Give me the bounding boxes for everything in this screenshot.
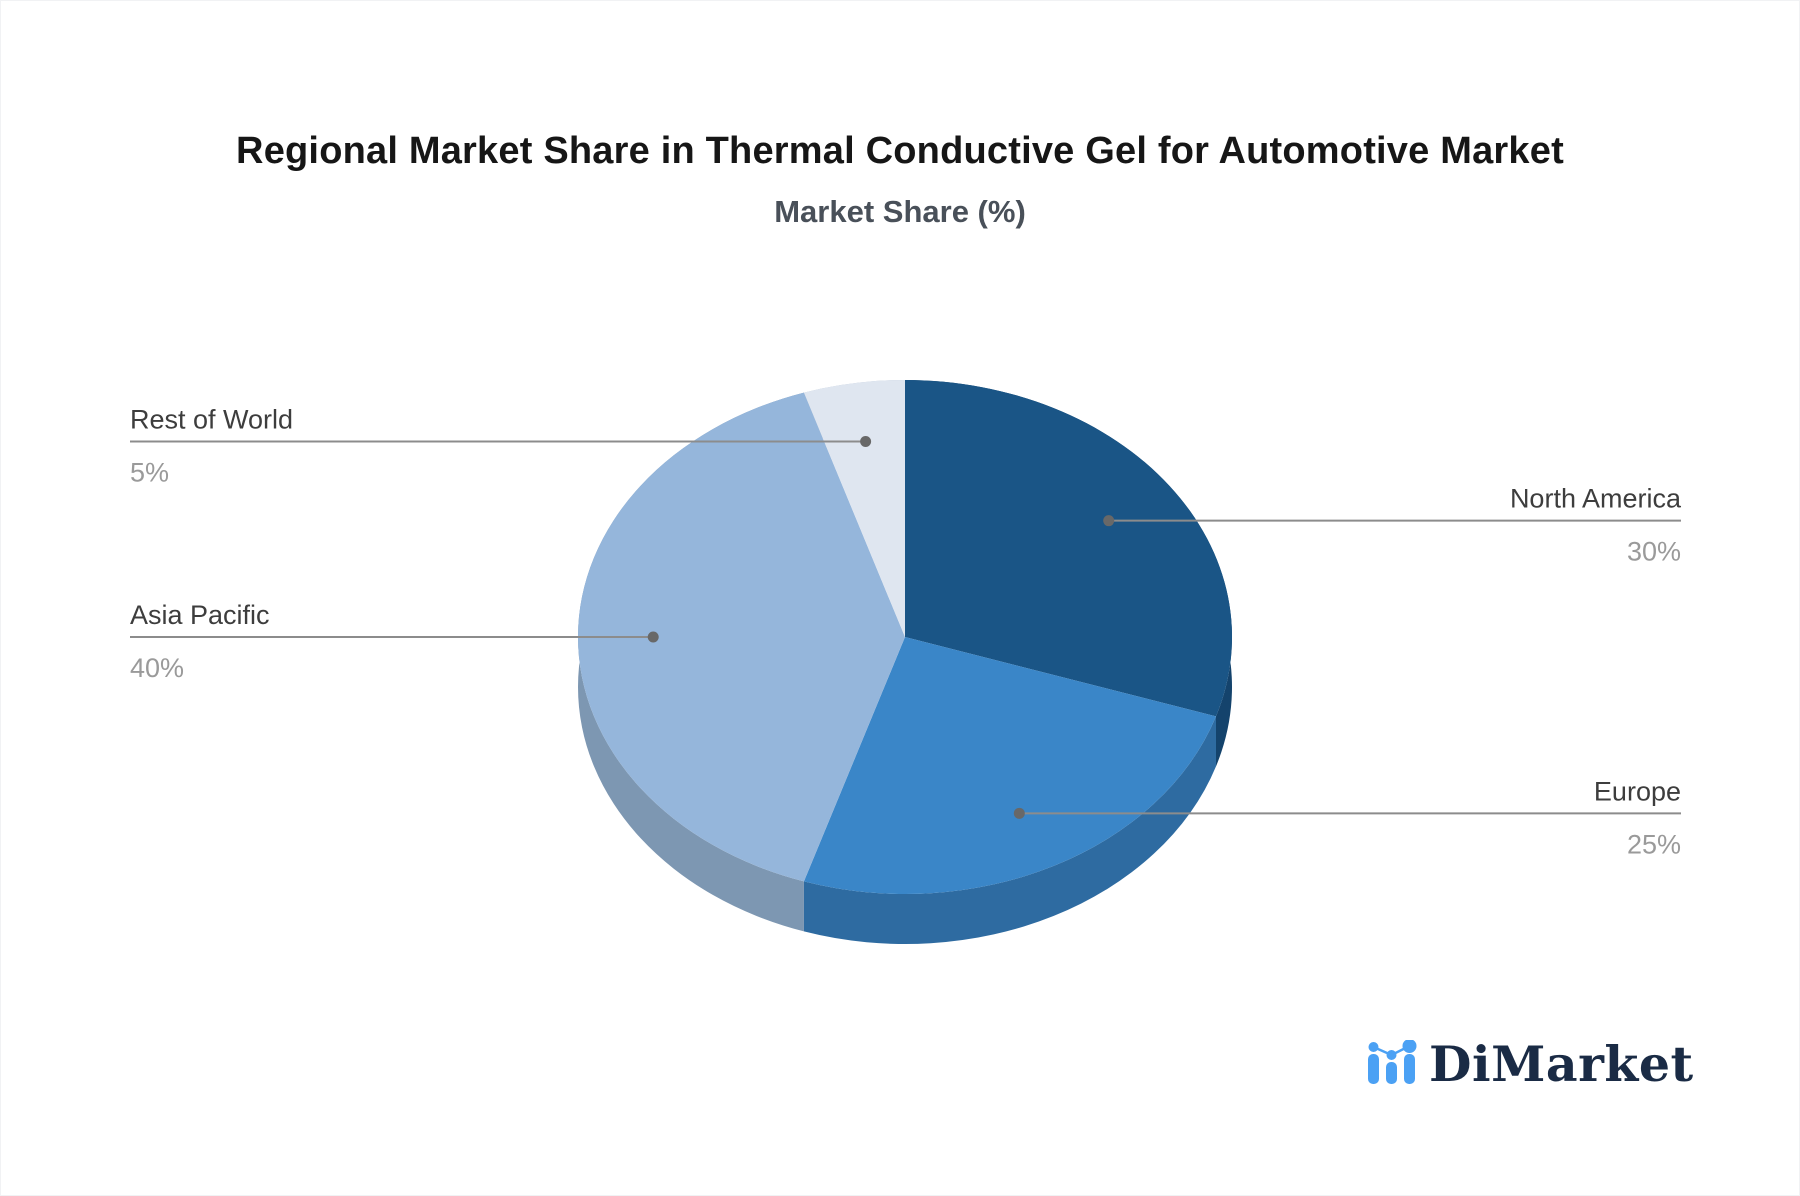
pie-slice-side-europe <box>803 716 1216 944</box>
slice-label-north-america: North America <box>1510 484 1682 514</box>
slice-label-asia-pacific: Asia Pacific <box>130 600 270 630</box>
leader-dot-europe <box>1013 807 1025 819</box>
slice-value-asia-pacific: 40% <box>130 653 184 683</box>
pie-labels: North America 30% Europe 25% Asia Pacific 40%… <box>130 405 1682 859</box>
slice-value-north-america: 30% <box>1627 537 1681 567</box>
dimarket-logo: DiMarket <box>1366 1040 1694 1089</box>
leader-dot-rest-of-world <box>860 436 872 448</box>
slice-value-rest-of-world: 5% <box>130 458 169 488</box>
logo-bar-1 <box>1368 1054 1379 1084</box>
bar-chart-logo-icon <box>1368 1040 1417 1084</box>
pie-slices <box>577 380 1233 894</box>
logo-bar-3 <box>1404 1054 1415 1084</box>
slice-label-rest-of-world: Rest of World <box>130 405 293 435</box>
chart-title: Regional Market Share in Thermal Conduct… <box>236 130 1564 172</box>
logo-dot-2 <box>1386 1050 1397 1060</box>
pie-slice-asia-pacific[interactable] <box>577 392 905 882</box>
slice-label-europe: Europe <box>1594 776 1681 806</box>
leader-dot-asia-pacific <box>647 631 659 643</box>
logo-dot-3 <box>1402 1040 1417 1053</box>
logo-bar-2 <box>1386 1062 1397 1084</box>
slice-value-europe: 25% <box>1627 829 1681 859</box>
pie-slice-north-america[interactable] <box>905 380 1233 717</box>
logo-dot-1 <box>1368 1042 1379 1052</box>
logo-text: DiMarket <box>1429 1035 1694 1093</box>
pie-slice-rest-of-world[interactable] <box>803 380 905 637</box>
chart-subtitle: Market Share (%) <box>774 194 1026 229</box>
pie-slice-europe[interactable] <box>803 637 1216 894</box>
leader-dot-north-america <box>1103 515 1115 527</box>
